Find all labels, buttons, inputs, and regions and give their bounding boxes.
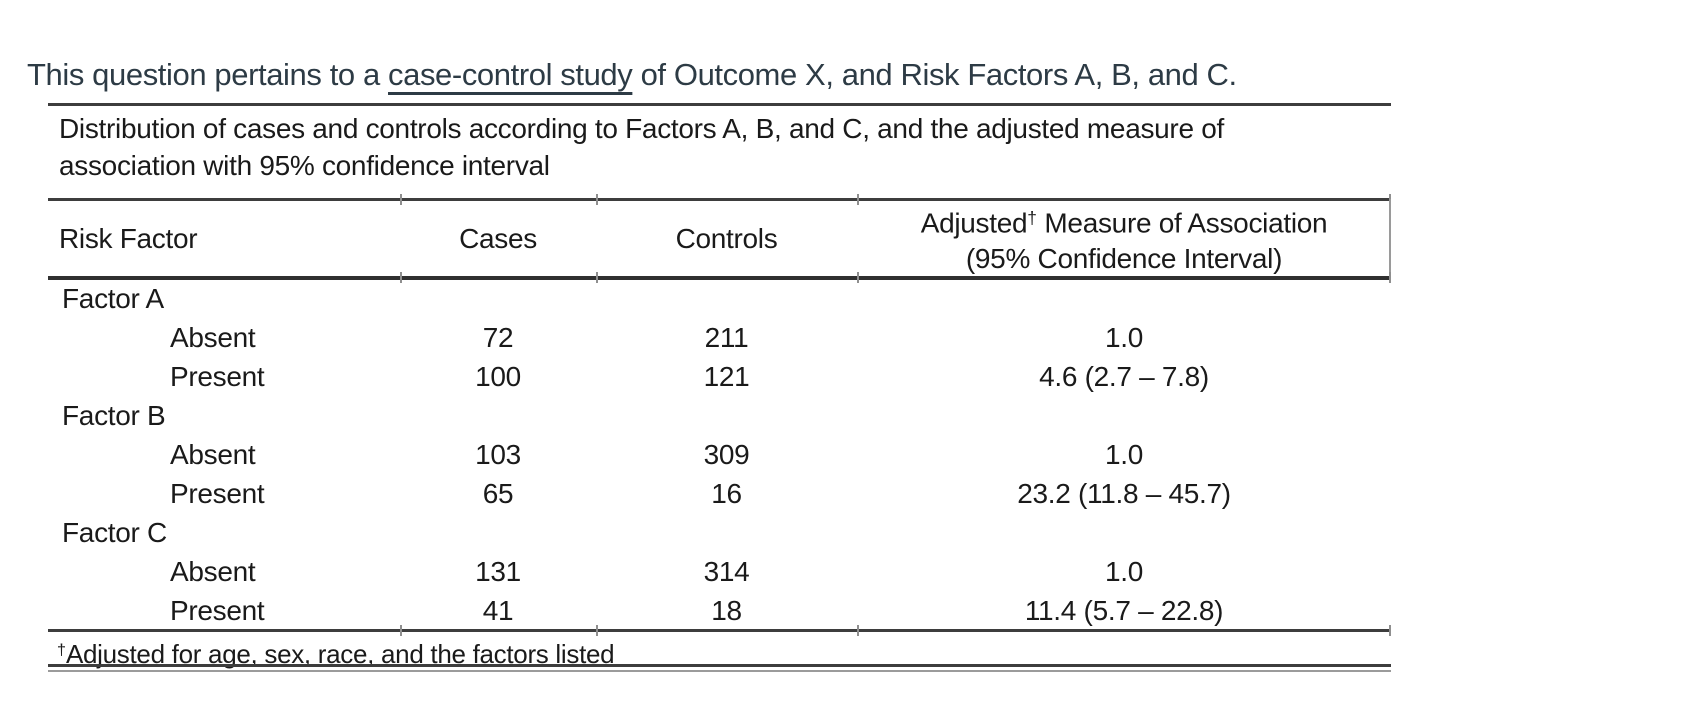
header-bottom-rule: [48, 272, 1391, 283]
cell-cases: 100: [475, 361, 521, 393]
question-underlined-phrase: case-control study: [388, 57, 633, 92]
footnote-text: Adjusted for age, sex, race, and the fac…: [65, 639, 615, 670]
cell-controls: 16: [711, 477, 742, 509]
question-text: This question pertains to a case-control…: [27, 55, 1427, 95]
dagger-symbol: †: [1027, 207, 1037, 228]
table-row-factor-c: Factor C: [48, 513, 1391, 552]
table-row: Present 41 18 11.4 (5.7 – 22.8): [48, 591, 1391, 630]
cell-cases: 65: [482, 477, 514, 509]
row-group-label: Factor B: [62, 400, 166, 432]
cell-measure: 11.4 (5.7 – 22.8): [1024, 594, 1224, 626]
header-controls: Controls: [675, 222, 778, 254]
column-tick: [857, 625, 859, 636]
cell-controls: 309: [703, 439, 750, 470]
table-body: Factor A Absent 72 211 1.0 Present 100 1…: [48, 280, 1391, 630]
table-row: Absent 103 309 1.0: [48, 436, 1391, 475]
cell-measure: 23.2 (11.8 – 45.7): [1017, 477, 1231, 509]
cell-controls: 18: [711, 594, 742, 626]
cell-cases: 131: [475, 555, 521, 587]
dagger-symbol: †: [57, 641, 66, 659]
header-risk-factor: Risk Factor: [59, 222, 198, 254]
table-bottom-rule: [48, 664, 1391, 667]
row-level-label: Absent: [170, 555, 256, 587]
table-header-row: Risk Factor Cases Controls Adjusted† Mea…: [48, 201, 1391, 276]
row-level-label: Present: [170, 477, 265, 509]
table-row-factor-a: Factor A: [48, 280, 1391, 319]
footnote-divider-rule: [48, 625, 1391, 636]
column-tick: [596, 272, 598, 283]
table-row: Present 65 16 23.2 (11.8 – 45.7): [48, 474, 1391, 513]
cell-measure: 4.6 (2.7 – 7.8): [1039, 361, 1209, 393]
column-tick: [1389, 272, 1391, 283]
table-row: Present 100 121 4.6 (2.7 – 7.8): [48, 358, 1391, 397]
cell-measure: 1.0: [1104, 439, 1144, 470]
header-measure-line2: (95% Confidence Interval): [965, 242, 1283, 274]
header-measure-prefix: Adjusted: [920, 207, 1028, 239]
header-measure: Adjusted† Measure of Association (95% Co…: [857, 201, 1391, 277]
column-tick: [400, 272, 402, 283]
row-level-label: Absent: [170, 322, 256, 354]
header-right-border: [1389, 199, 1391, 279]
table-row-factor-b: Factor B: [48, 397, 1391, 436]
cell-controls: 211: [704, 322, 749, 354]
header-measure-line1: Adjusted† Measure of Association: [857, 201, 1391, 241]
column-tick: [857, 272, 859, 283]
column-tick: [400, 194, 402, 205]
cell-controls: 121: [703, 361, 750, 393]
question-suffix: of Outcome X, and Risk Factors A, B, and…: [632, 57, 1238, 92]
row-group-label: Factor C: [62, 516, 167, 548]
table-caption-line1: Distribution of cases and controls accor…: [59, 113, 1224, 144]
column-tick: [400, 625, 402, 636]
cell-controls: 314: [703, 555, 750, 587]
row-level-label: Absent: [170, 439, 256, 470]
table-row: Absent 131 314 1.0: [48, 552, 1391, 591]
table-top-rule: [48, 103, 1391, 106]
row-level-label: Present: [170, 361, 265, 393]
cell-measure: 1.0: [1104, 555, 1144, 587]
distribution-table: Distribution of cases and controls accor…: [48, 103, 1391, 678]
cell-cases: 103: [475, 439, 521, 470]
column-tick: [1389, 625, 1391, 636]
table-row: Absent 72 211 1.0: [48, 319, 1391, 358]
table-caption: Distribution of cases and controls accor…: [59, 111, 1379, 184]
table-bottom-rule-shadow: [48, 670, 1391, 672]
row-level-label: Present: [170, 594, 265, 626]
cell-measure: 1.0: [1104, 322, 1144, 354]
column-tick: [596, 625, 598, 636]
row-group-label: Factor A: [62, 283, 164, 315]
table-caption-line2: association with 95% confidence interval: [59, 149, 550, 181]
header-measure-suffix: Measure of Association: [1036, 207, 1328, 239]
header-cases: Cases: [459, 222, 537, 254]
question-prefix: This question pertains to a: [27, 57, 389, 92]
column-tick: [596, 194, 598, 205]
table-footnote: †Adjusted for age, sex, race, and the fa…: [57, 636, 615, 670]
cell-cases: 72: [482, 322, 514, 354]
column-tick: [857, 194, 859, 205]
cell-cases: 41: [482, 594, 514, 626]
